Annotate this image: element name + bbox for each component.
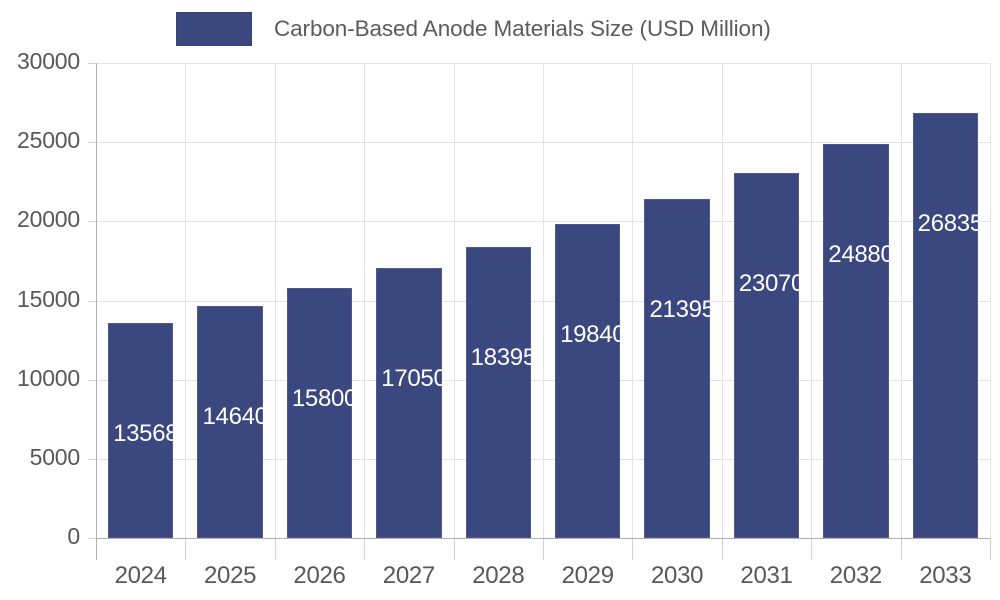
bar-value-label: 14640 [202,403,268,431]
chart-legend: Carbon-Based Anode Materials Size (USD M… [176,12,771,46]
x-axis-tick-mark [722,538,723,560]
gridline-vertical [990,63,991,538]
bar-value-label: 13568 [113,420,179,448]
y-axis-tick-label: 25000 [17,127,80,154]
x-axis-origin-tick [96,538,97,560]
bar [733,172,800,538]
bar-value-label: 18395 [470,343,537,371]
x-axis-tick-label: 2028 [472,562,525,589]
gridline-vertical [185,63,186,538]
gridline-vertical [275,63,276,538]
gridline-vertical [364,63,365,538]
y-axis-tick-label: 10000 [17,364,80,391]
y-axis-tick-mark [88,221,96,223]
y-axis-tick-label: 15000 [17,285,80,312]
x-axis-tick-mark [364,538,365,560]
x-axis-tick-mark [454,538,455,560]
gridline-vertical [901,63,902,538]
bar-value-label: 24880 [828,241,894,269]
x-axis-tick-label: 2031 [740,562,793,589]
x-axis-tick-mark [811,538,812,560]
gridline-vertical [454,63,455,538]
legend-color-swatch [176,12,252,46]
x-axis-tick-label: 2026 [293,562,346,589]
bar [286,287,353,538]
x-axis-tick-label: 2025 [203,562,257,589]
x-axis-tick-mark [185,538,186,560]
x-axis-tick-label: 2029 [561,562,615,589]
x-axis-tick-label: 2033 [919,562,972,589]
x-axis-tick-mark [632,538,633,560]
y-axis-tick-mark [88,63,96,64]
y-axis-tick-mark [88,142,96,144]
y-axis-tick-label: 0 [67,523,80,549]
plot-area: 13568 14640 15800 17050 18395 19840 21395 23070… [88,63,991,560]
gridline-vertical [811,63,812,538]
x-axis-tick-mark [901,538,902,560]
legend-label: Carbon-Based Anode Materials Size (USD M… [274,16,771,41]
gridline-vertical [543,63,544,538]
bar [108,323,174,538]
bar-value-label: 15800 [291,384,358,412]
bar [912,113,978,538]
y-axis-tick-label: 20000 [17,206,80,233]
bar-value-label: 23070 [738,269,805,297]
x-axis-tick-label: 2030 [650,562,704,589]
x-axis-tick-mark [990,538,991,560]
x-axis-tick-label: 2027 [382,562,436,589]
gridline-vertical [722,63,723,538]
bar [644,199,710,538]
x-axis-tick-label: 2024 [114,562,168,589]
bar [376,268,442,538]
bar [197,306,263,538]
bar-value-label: 17050 [381,365,447,393]
bar-value-label: 26835 [917,210,984,238]
x-axis-tick-mark [275,538,276,560]
y-axis-tick-label: 30000 [17,48,80,74]
y-axis-tick-label: 5000 [29,443,81,470]
bar [555,223,621,538]
y-axis-spine [96,63,97,538]
bar [465,246,531,538]
x-axis-tick-label: 2032 [829,562,883,589]
y-axis-tick-mark [88,379,96,381]
bar [823,144,889,538]
y-axis-tick-mark [88,538,96,539]
y-axis-tick-mark [88,458,96,460]
gridline-vertical [632,63,633,538]
x-axis-spine [96,538,990,539]
bar-value-label: 21395 [649,296,715,324]
y-axis-tick-mark [88,300,96,302]
x-axis-tick-mark [543,538,544,560]
bar-value-label: 19840 [560,320,626,348]
